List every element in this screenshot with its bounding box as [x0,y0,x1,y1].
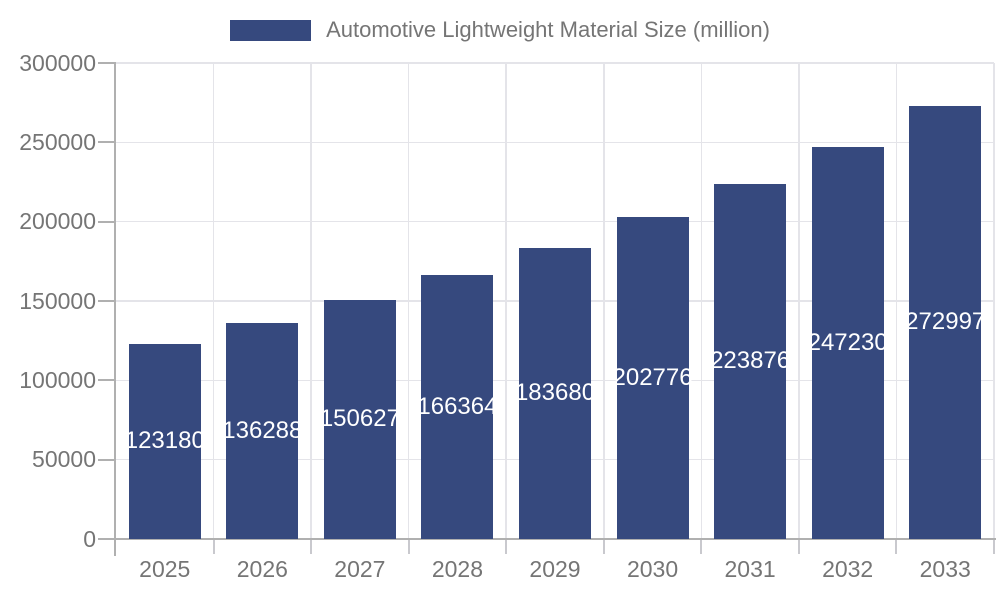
y-axis-tick [98,220,116,223]
y-axis-tick [98,141,116,144]
x-axis-tick [212,539,215,554]
x-tick-label: 2031 [724,556,776,582]
bar-value-label: 272997 [905,308,986,336]
x-axis-tick [895,539,898,554]
bar-value-label: 202776 [612,364,693,392]
bar-2031[interactable]: 223876 [710,183,790,539]
x-axis-line [107,538,996,540]
y-tick-label: 150000 [19,287,96,314]
x-tick-label: 2026 [236,556,288,582]
bar-value-label: 123180 [124,427,205,455]
y-tick-label: 250000 [19,128,96,155]
y-gridline [116,220,994,223]
x-axis-tick [602,539,605,554]
x-tick-label: 2030 [626,556,679,582]
bar-2033[interactable]: 272997 [905,105,985,539]
x-axis-tick [505,539,508,554]
y-gridline [116,62,994,64]
y-axis-line [114,63,116,556]
y-axis-tick [98,379,116,382]
bar-value-label: 183680 [514,379,596,407]
bar-2025[interactable]: 123180 [125,343,205,539]
bar-value-label: 223876 [710,347,791,375]
x-tick-label: 2028 [431,556,484,582]
bar-value-label: 136288 [222,416,303,444]
x-axis-tick [993,539,995,554]
y-tick-label: 50000 [32,446,96,473]
x-gridline [993,63,995,539]
x-tick-label: 2027 [334,556,386,582]
y-axis-tick [98,458,116,461]
legend-label: Automotive Lightweight Material Size (mi… [326,17,770,42]
x-tick-label: 2032 [822,556,874,582]
legend-swatch-icon [230,19,312,41]
bar-2027[interactable]: 150627 [320,300,400,539]
x-tick-label: 2025 [139,556,191,582]
y-tick-label: 0 [83,525,96,552]
y-tick-label: 100000 [19,366,96,393]
bar-2029[interactable]: 183680 [515,247,595,539]
y-axis-tick [98,300,116,302]
y-gridline [116,141,994,144]
chart-legend[interactable]: Automotive Lightweight Material Size (mi… [0,12,1000,48]
bar-2026[interactable]: 136288 [222,322,302,539]
bar-value-label: 247230 [807,328,888,356]
x-axis-tick [310,539,313,554]
bar-2032[interactable]: 247230 [808,146,888,539]
x-tick-label: 2029 [529,556,581,582]
x-axis-tick [700,539,703,554]
bar-value-label: 166364 [417,393,498,420]
bar-2030[interactable]: 202776 [613,217,693,539]
bar-value-label: 150627 [319,405,400,433]
x-axis-tick [407,539,410,554]
x-tick-label: 2033 [919,556,971,582]
bar-2028[interactable]: 166364 [417,275,497,539]
x-axis-tick [797,539,800,554]
y-tick-label: 200000 [19,208,96,235]
y-tick-label: 300000 [19,49,96,76]
y-axis-tick [98,62,116,64]
